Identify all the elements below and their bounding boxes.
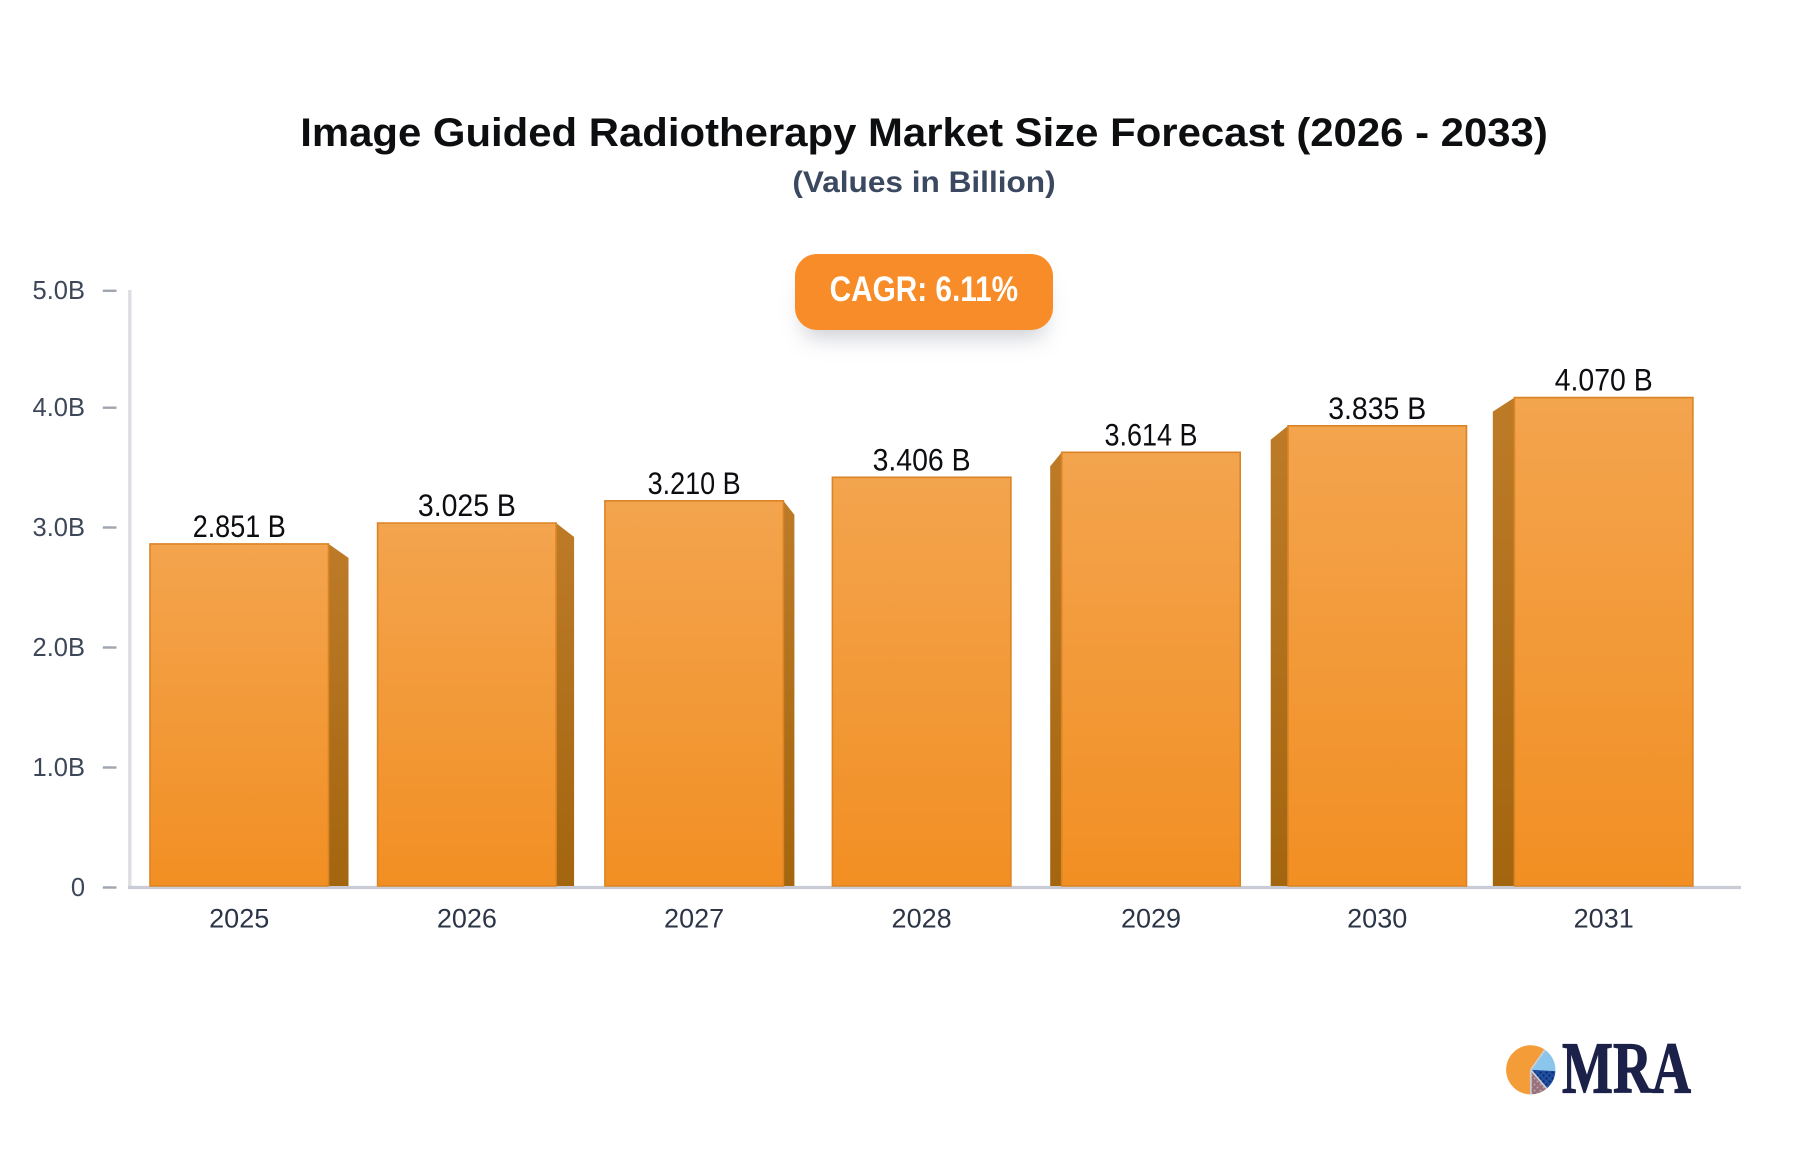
svg-text:3.614 B: 3.614 B: [1105, 416, 1198, 452]
svg-text:2030: 2030: [1347, 903, 1407, 933]
svg-text:MRA: MRA: [1562, 1028, 1691, 1109]
svg-text:2026: 2026: [437, 903, 497, 933]
svg-text:3.835 B: 3.835 B: [1328, 390, 1426, 426]
svg-text:3.210 B: 3.210 B: [648, 465, 741, 501]
svg-text:2.851 B: 2.851 B: [193, 508, 286, 544]
svg-text:4.070 B: 4.070 B: [1555, 362, 1653, 398]
svg-text:4.0B: 4.0B: [33, 394, 85, 422]
svg-text:2031: 2031: [1574, 903, 1634, 933]
svg-text:2025: 2025: [209, 903, 269, 933]
svg-text:3.0B: 3.0B: [33, 514, 85, 542]
svg-text:2.0B: 2.0B: [33, 634, 85, 662]
svg-text:2029: 2029: [1121, 903, 1181, 933]
svg-text:3.025 B: 3.025 B: [418, 487, 516, 523]
svg-text:2027: 2027: [664, 903, 724, 933]
svg-text:3.406 B: 3.406 B: [873, 441, 971, 477]
svg-text:0: 0: [71, 874, 85, 902]
svg-text:2028: 2028: [892, 903, 952, 933]
svg-text:5.0B: 5.0B: [33, 277, 85, 305]
svg-text:1.0B: 1.0B: [33, 754, 85, 782]
